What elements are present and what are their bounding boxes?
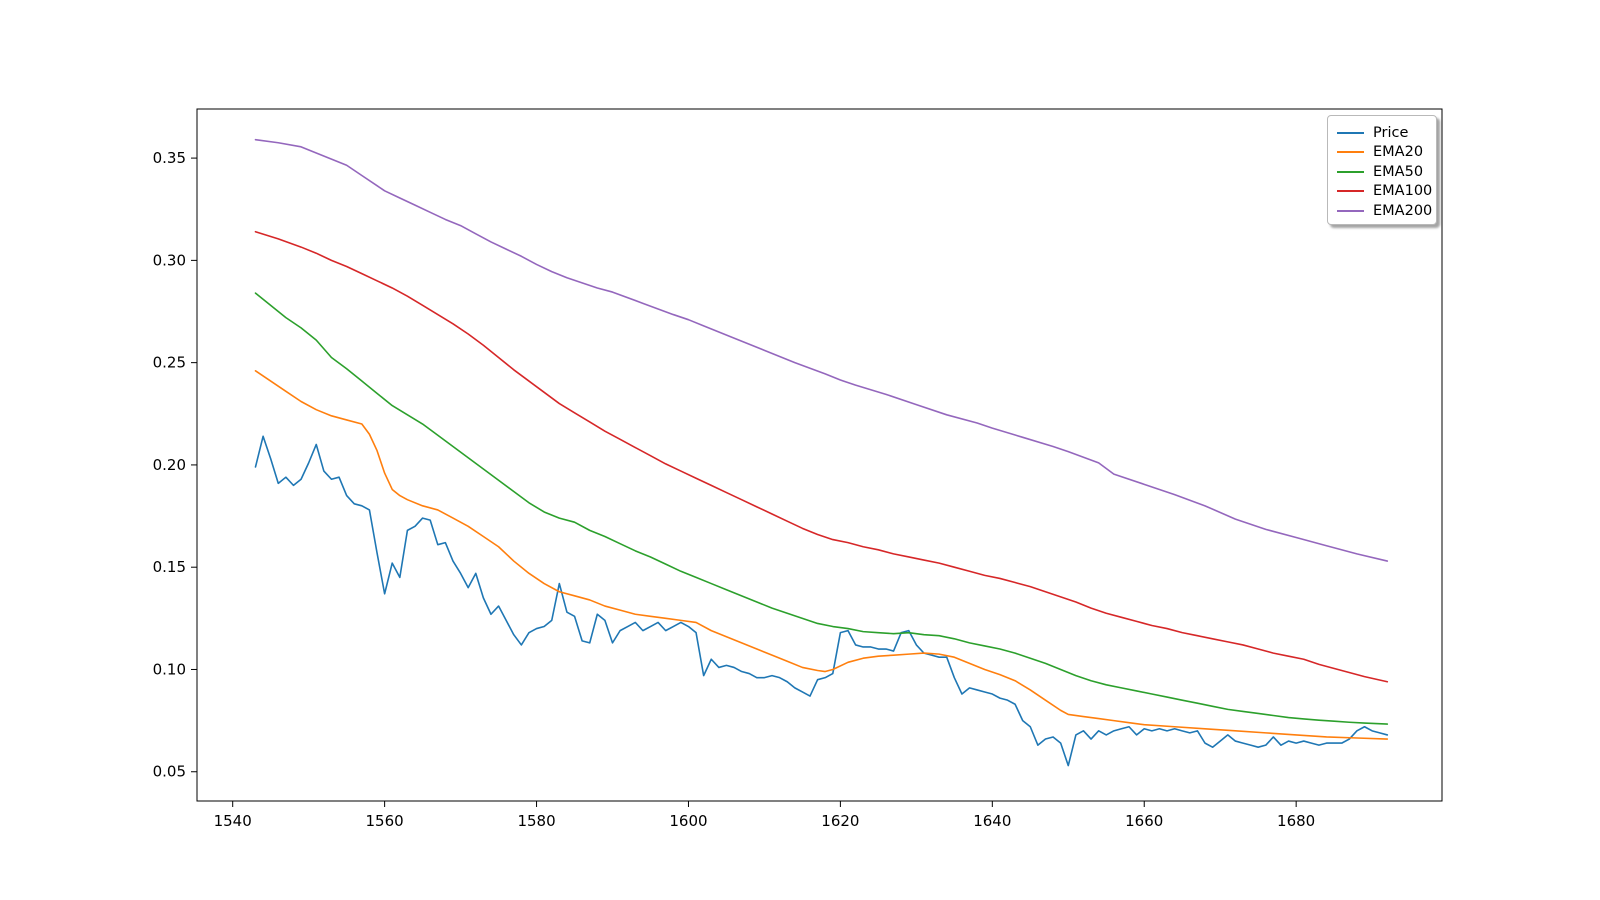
y-tick-label: 0.30 — [153, 251, 186, 269]
y-tick-label: 0.20 — [153, 456, 186, 474]
legend-item-ema20: EMA20 — [1337, 143, 1427, 163]
x-tick-label: 1540 — [214, 812, 252, 830]
y-tick-label: 0.25 — [153, 354, 186, 372]
legend-label-ema100: EMA100 — [1373, 183, 1433, 200]
legend-swatch-ema100 — [1337, 190, 1364, 193]
legend-item-ema100: EMA100 — [1337, 182, 1432, 202]
legend-label-price: Price — [1373, 124, 1409, 141]
legend-item-ema50: EMA50 — [1337, 162, 1427, 182]
price-line — [254, 435, 1389, 767]
x-tick-label: 1600 — [669, 812, 707, 830]
legend-swatch-ema20 — [1337, 151, 1364, 154]
legend-label-ema50: EMA50 — [1373, 163, 1424, 180]
axes-frame — [196, 108, 1443, 802]
ema20-line — [254, 370, 1389, 740]
legend-item-ema200: EMA200 — [1337, 201, 1432, 221]
legend: Price EMA20 EMA50 EMA100 EMA200 — [1327, 115, 1437, 225]
legend-swatch-ema200 — [1337, 209, 1364, 212]
y-tick-label: 0.10 — [153, 660, 186, 678]
x-tick-label: 1680 — [1277, 812, 1315, 830]
y-tick-label: 0.35 — [153, 149, 186, 167]
legend-swatch-price — [1337, 131, 1364, 134]
y-tick-label: 0.15 — [153, 558, 186, 576]
legend-label-ema20: EMA20 — [1373, 144, 1424, 161]
x-tick-label: 1640 — [973, 812, 1011, 830]
x-tick-label: 1660 — [1125, 812, 1163, 830]
x-tick-label: 1580 — [517, 812, 555, 830]
ema50-line — [254, 292, 1389, 725]
y-tick-label: 0.05 — [153, 763, 186, 781]
legend-swatch-ema50 — [1337, 170, 1364, 173]
x-tick-label: 1620 — [821, 812, 859, 830]
ema100-line — [254, 230, 1389, 683]
x-tick-label: 1560 — [366, 812, 404, 830]
legend-label-ema200: EMA200 — [1373, 202, 1433, 219]
legend-item-price: Price — [1337, 123, 1427, 143]
ema200-line — [254, 138, 1389, 562]
